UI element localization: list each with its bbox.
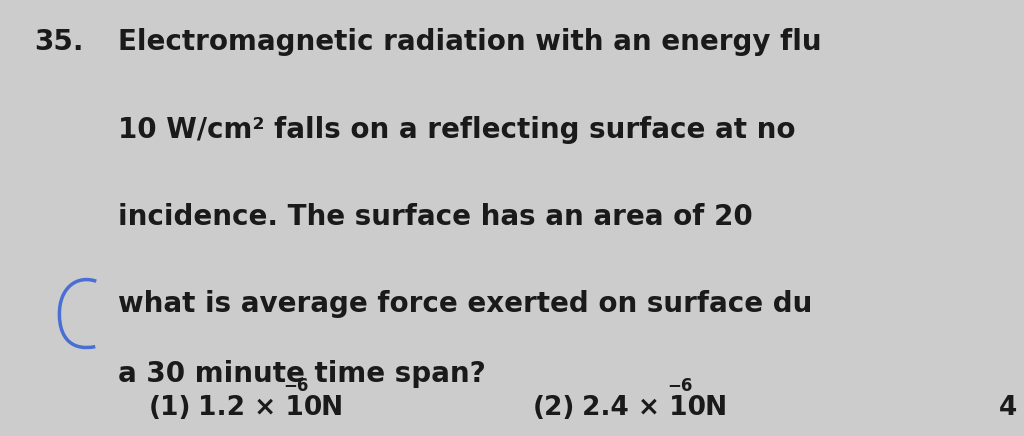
Text: 4: 4 <box>998 395 1017 421</box>
Text: (1): (1) <box>148 395 191 421</box>
Text: Electromagnetic radiation with an energy flu: Electromagnetic radiation with an energy… <box>118 28 821 56</box>
Text: −6: −6 <box>284 377 309 395</box>
Text: N: N <box>696 395 727 421</box>
Text: a 30 minute time span?: a 30 minute time span? <box>118 360 485 388</box>
Text: what is average force exerted on surface du: what is average force exerted on surface… <box>118 290 812 318</box>
Text: 1.2 × 10: 1.2 × 10 <box>198 395 322 421</box>
Text: incidence. The surface has an area of 20: incidence. The surface has an area of 20 <box>118 203 753 231</box>
Text: 10 W/cm² falls on a reflecting surface at no: 10 W/cm² falls on a reflecting surface a… <box>118 116 796 143</box>
Text: N: N <box>312 395 343 421</box>
Text: 2.4 × 10: 2.4 × 10 <box>582 395 706 421</box>
Text: −6: −6 <box>668 377 693 395</box>
Text: (2): (2) <box>532 395 574 421</box>
Text: 35.: 35. <box>34 28 83 56</box>
